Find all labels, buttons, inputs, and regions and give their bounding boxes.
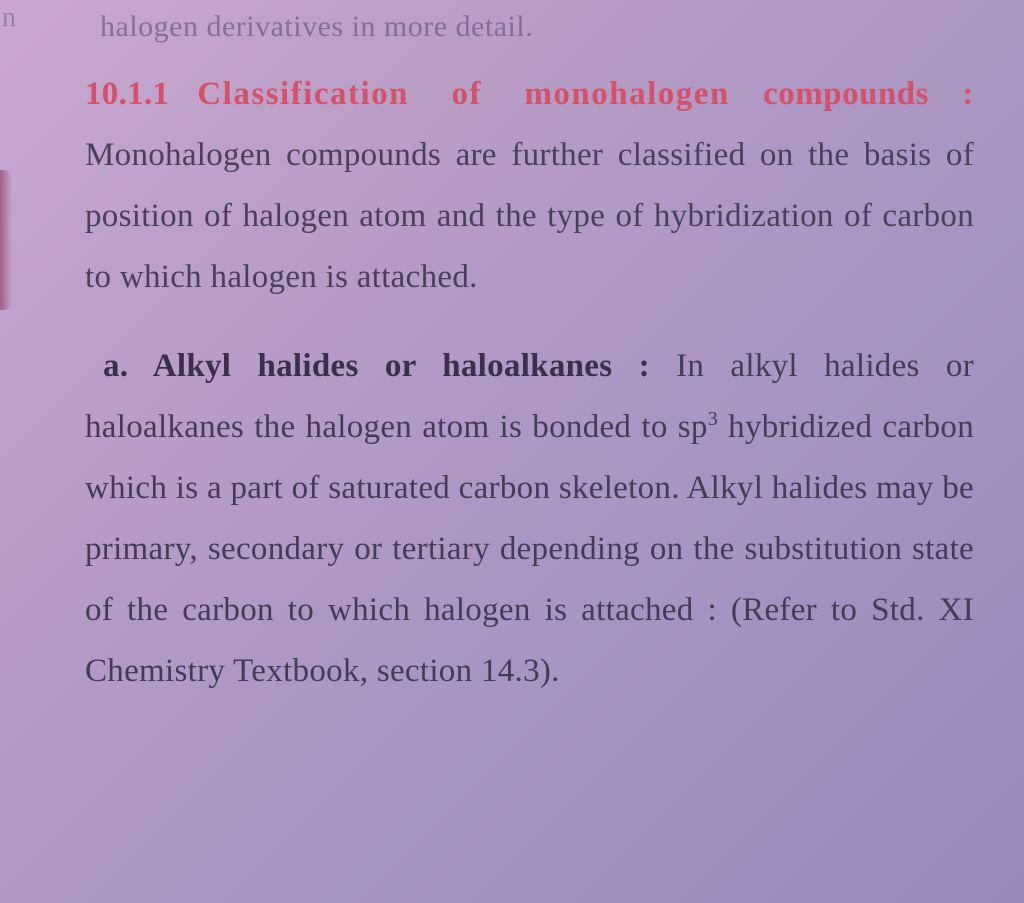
subsection-a: a. Alkyl halides or haloalkanes : In alk… bbox=[85, 336, 974, 702]
sp3-superscript: 3 bbox=[708, 408, 718, 430]
partial-previous-line: halogen derivatives in more detail. bbox=[100, 10, 974, 44]
page-content: halogen derivatives in more detail. 10.1… bbox=[0, 0, 1024, 732]
section-body: Monohalogen compounds are further classi… bbox=[85, 137, 974, 295]
subsection-body-post: hybridized carbon which is a part of sat… bbox=[85, 409, 974, 689]
section-number: 10.1.1 bbox=[85, 76, 169, 112]
section-title-line2: compounds : bbox=[763, 76, 974, 112]
margin-label: n bbox=[2, 2, 16, 34]
subsection-label: a. Alkyl halides or haloalkanes : bbox=[103, 348, 650, 384]
page-edge-mark bbox=[0, 170, 12, 310]
section-10-1-1: 10.1.1 Classification of monohalogen comp… bbox=[85, 64, 974, 308]
section-title-line1: Classification of monohalogen bbox=[197, 76, 730, 112]
